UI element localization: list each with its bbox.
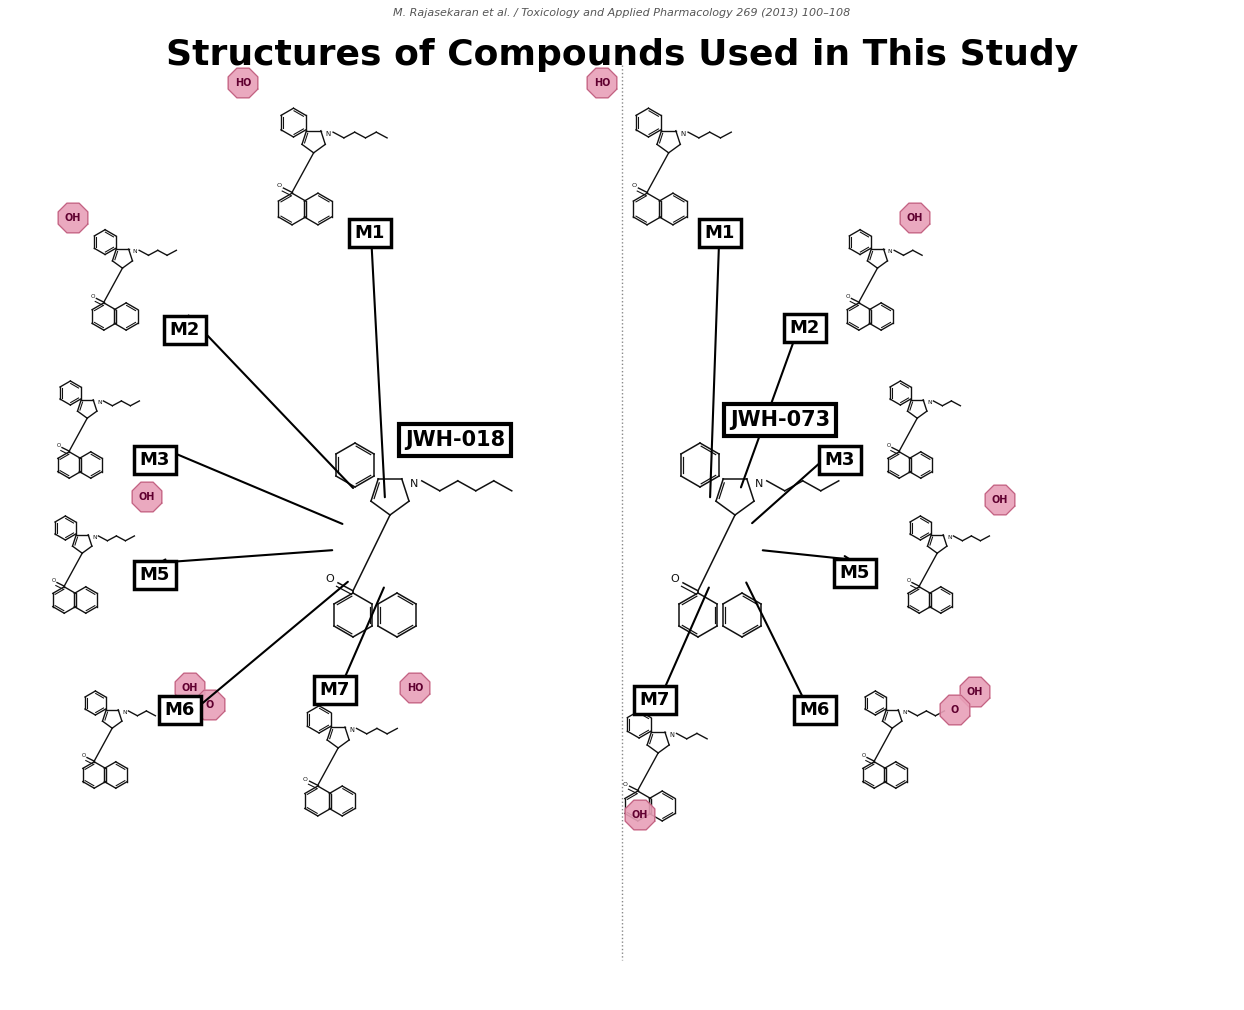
Text: N: N xyxy=(409,479,418,489)
Text: M1: M1 xyxy=(705,224,735,242)
Text: O: O xyxy=(623,782,628,787)
Text: O: O xyxy=(276,184,281,189)
Polygon shape xyxy=(960,678,990,707)
Text: HO: HO xyxy=(407,683,423,693)
Polygon shape xyxy=(985,485,1015,515)
Text: O: O xyxy=(56,443,61,448)
Text: M5: M5 xyxy=(139,566,170,584)
Text: O: O xyxy=(304,777,309,782)
Text: M3: M3 xyxy=(139,451,170,469)
Text: N: N xyxy=(92,534,97,539)
Polygon shape xyxy=(940,695,970,725)
Text: N: N xyxy=(122,710,127,715)
Polygon shape xyxy=(175,674,205,703)
Text: M6: M6 xyxy=(164,701,195,719)
Text: N: N xyxy=(947,534,952,539)
Text: HO: HO xyxy=(235,78,251,88)
Text: OH: OH xyxy=(907,213,923,223)
Text: OH: OH xyxy=(182,683,198,693)
Text: N: N xyxy=(350,727,355,733)
Text: N: N xyxy=(326,130,331,136)
Polygon shape xyxy=(901,203,929,232)
Text: M2: M2 xyxy=(790,319,820,337)
Polygon shape xyxy=(401,674,429,703)
Text: O: O xyxy=(51,579,56,583)
Text: N: N xyxy=(902,710,907,715)
Text: O: O xyxy=(91,294,95,299)
Text: O: O xyxy=(671,574,679,584)
Text: HO: HO xyxy=(593,78,611,88)
Text: O: O xyxy=(632,184,637,189)
Text: M5: M5 xyxy=(840,564,871,582)
Text: N: N xyxy=(927,400,932,405)
Polygon shape xyxy=(228,69,258,98)
Text: M6: M6 xyxy=(800,701,830,719)
Text: M3: M3 xyxy=(825,451,855,469)
Polygon shape xyxy=(132,482,162,512)
Polygon shape xyxy=(195,690,225,720)
Text: O: O xyxy=(907,579,911,583)
Text: M7: M7 xyxy=(639,691,671,709)
Text: M2: M2 xyxy=(170,321,200,339)
Text: M. Rajasekaran et al. / Toxicology and Applied Pharmacology 269 (2013) 100–108: M. Rajasekaran et al. / Toxicology and A… xyxy=(393,8,851,18)
Text: N: N xyxy=(133,249,137,255)
Text: JWH-018: JWH-018 xyxy=(406,430,505,450)
Text: Structures of Compounds Used in This Study: Structures of Compounds Used in This Stu… xyxy=(165,38,1079,72)
Text: OH: OH xyxy=(632,810,648,820)
Text: M1: M1 xyxy=(355,224,386,242)
Text: JWH-073: JWH-073 xyxy=(730,410,830,430)
Text: O: O xyxy=(205,700,214,710)
Text: OH: OH xyxy=(65,213,81,223)
Text: N: N xyxy=(97,400,102,405)
Text: OH: OH xyxy=(967,687,983,697)
Text: O: O xyxy=(81,753,86,759)
Polygon shape xyxy=(587,69,617,98)
Text: O: O xyxy=(950,705,959,715)
Text: OH: OH xyxy=(991,495,1008,505)
Text: O: O xyxy=(886,443,891,448)
Text: N: N xyxy=(680,130,685,136)
Text: N: N xyxy=(669,732,674,737)
Text: O: O xyxy=(846,294,850,299)
Text: OH: OH xyxy=(139,492,156,502)
Text: N: N xyxy=(755,479,763,489)
Polygon shape xyxy=(626,800,654,830)
Text: M7: M7 xyxy=(320,681,351,699)
Text: O: O xyxy=(326,574,335,584)
Polygon shape xyxy=(58,203,88,232)
Text: N: N xyxy=(887,249,892,255)
Text: O: O xyxy=(861,753,866,759)
